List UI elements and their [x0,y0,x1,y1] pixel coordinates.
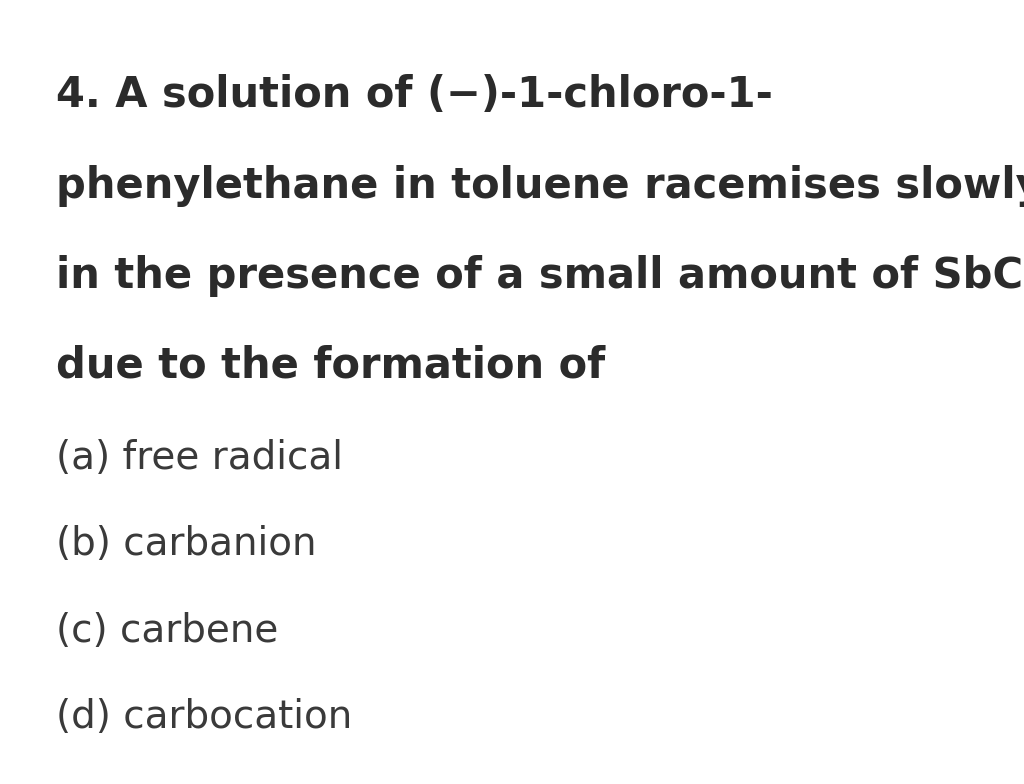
Text: (d) carbocation: (d) carbocation [56,698,352,735]
Text: phenylethane in toluene racemises slowly: phenylethane in toluene racemises slowly [56,165,1024,207]
Text: due to the formation of: due to the formation of [56,345,605,387]
Text: (b) carbanion: (b) carbanion [56,525,316,563]
Text: (c) carbene: (c) carbene [56,612,279,649]
Text: (a) free radical: (a) free radical [56,439,343,477]
Text: in the presence of a small amount of SbCl: in the presence of a small amount of SbC… [56,255,1024,297]
Text: 4. A solution of (−)-1-chloro-1-: 4. A solution of (−)-1-chloro-1- [56,74,773,117]
